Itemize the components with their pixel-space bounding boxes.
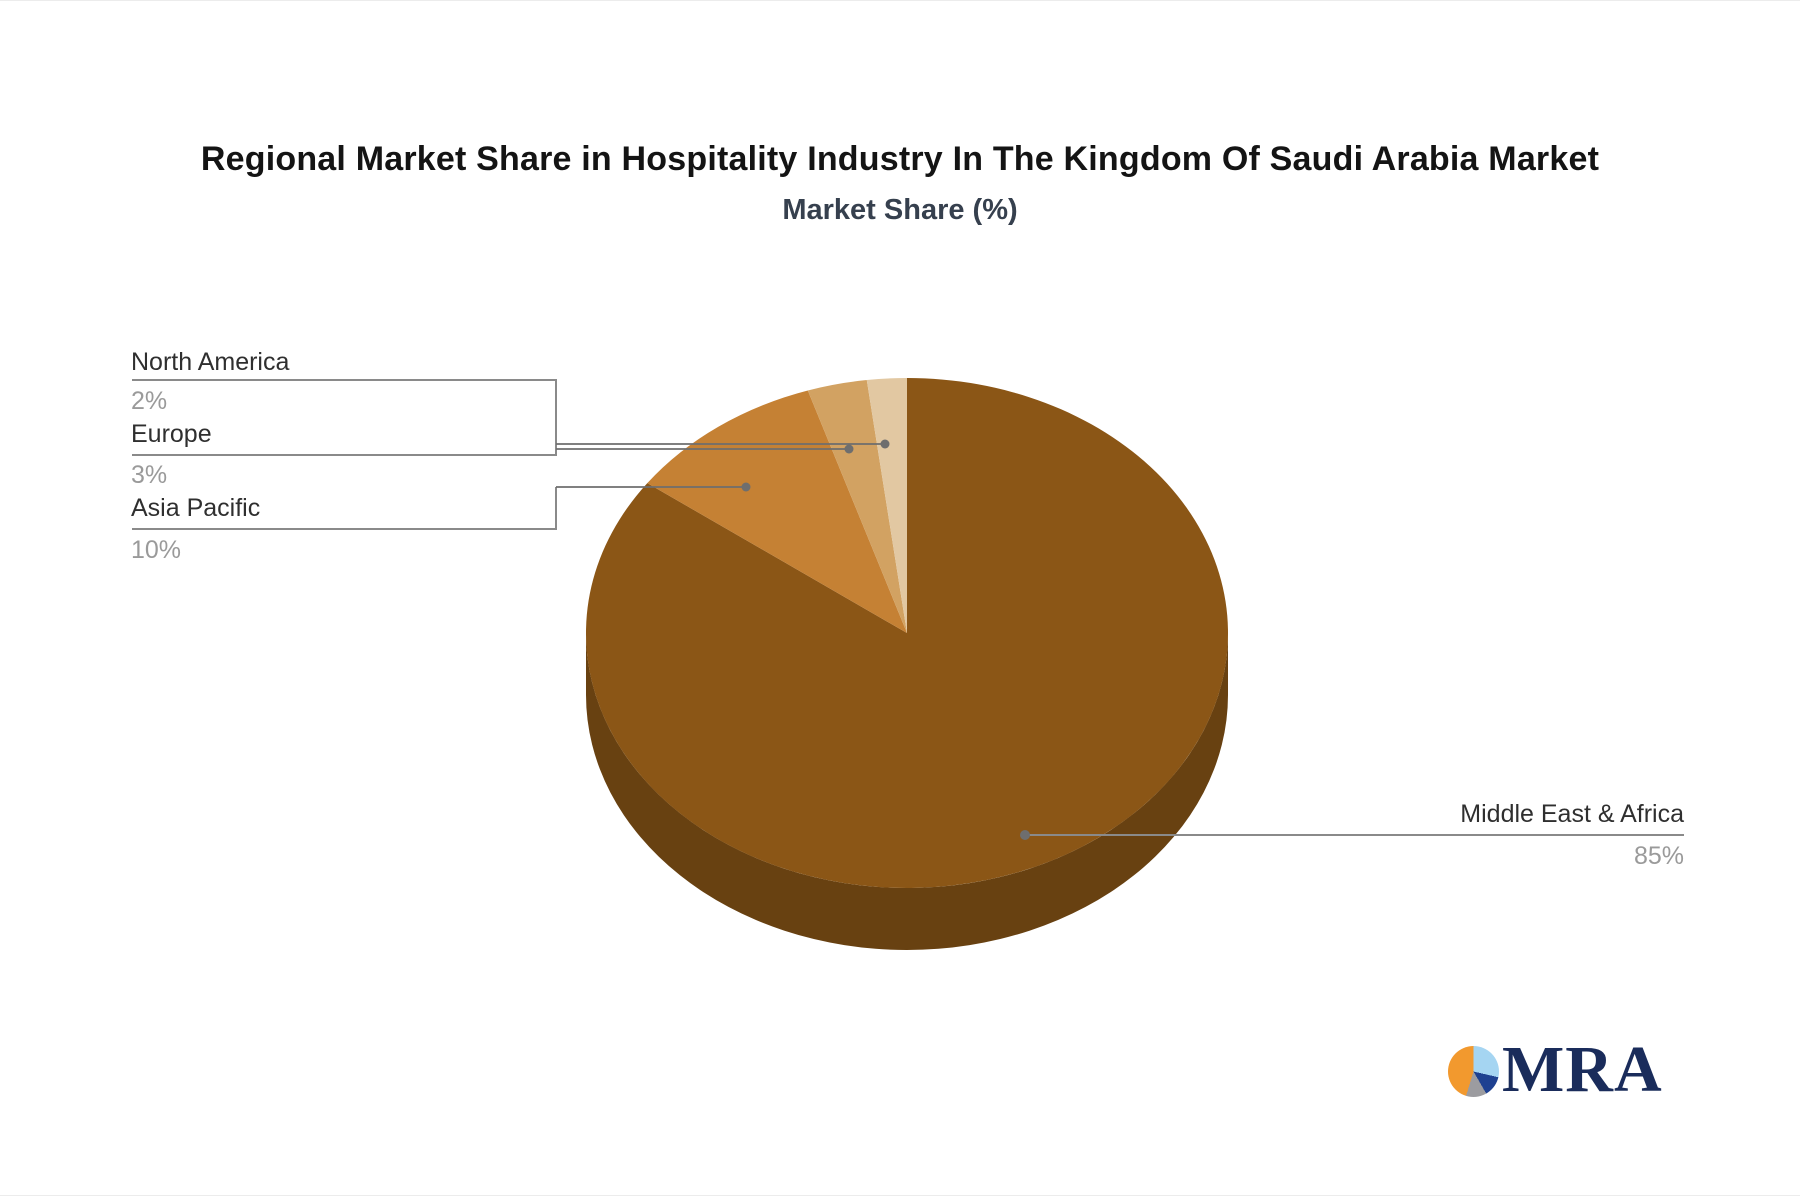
mra-logo: MRA: [1448, 1033, 1663, 1106]
slice-label-asia-pacific: Asia Pacific: [131, 494, 261, 522]
connector-dots: [741, 439, 1030, 840]
pie-slice-asia-pacific[interactable]: [647, 390, 907, 633]
slice-label-north-america: North America: [131, 348, 290, 376]
pie-slice-middle-east-africa[interactable]: [586, 378, 1229, 888]
slice-value-middle-east-africa: 85%: [1633, 842, 1684, 870]
pie-slice-north-america[interactable]: [866, 378, 907, 633]
connector-dot-europe: [844, 444, 854, 454]
connector-dot-north-america: [880, 439, 890, 449]
mra-logo-pie-icon: [1448, 1046, 1499, 1097]
pie-slice-side-middle-east-africa: [586, 633, 1228, 950]
slice-label-middle-east-africa: Middle East & Africa: [1460, 800, 1684, 828]
mra-logo-text: MRA: [1502, 1033, 1663, 1106]
connector-dot-asia-pacific: [741, 482, 751, 492]
connector-dot-middle-east-africa: [1020, 830, 1030, 840]
chart-subtitle: Market Share (%): [782, 194, 1018, 226]
callout-lines: [132, 379, 1684, 836]
pie-slices: [586, 378, 1229, 950]
connector-lines: [556, 443, 885, 488]
slice-value-north-america: 2%: [131, 387, 168, 415]
callout-line-asia-pacific: [132, 487, 557, 530]
slice-label-europe: Europe: [131, 420, 212, 448]
chart-title: Regional Market Share in Hospitality Ind…: [200, 140, 1600, 178]
slice-value-asia-pacific: 10%: [131, 536, 182, 564]
slice-value-europe: 3%: [131, 461, 168, 489]
callout-line-north-america: [132, 379, 557, 456]
